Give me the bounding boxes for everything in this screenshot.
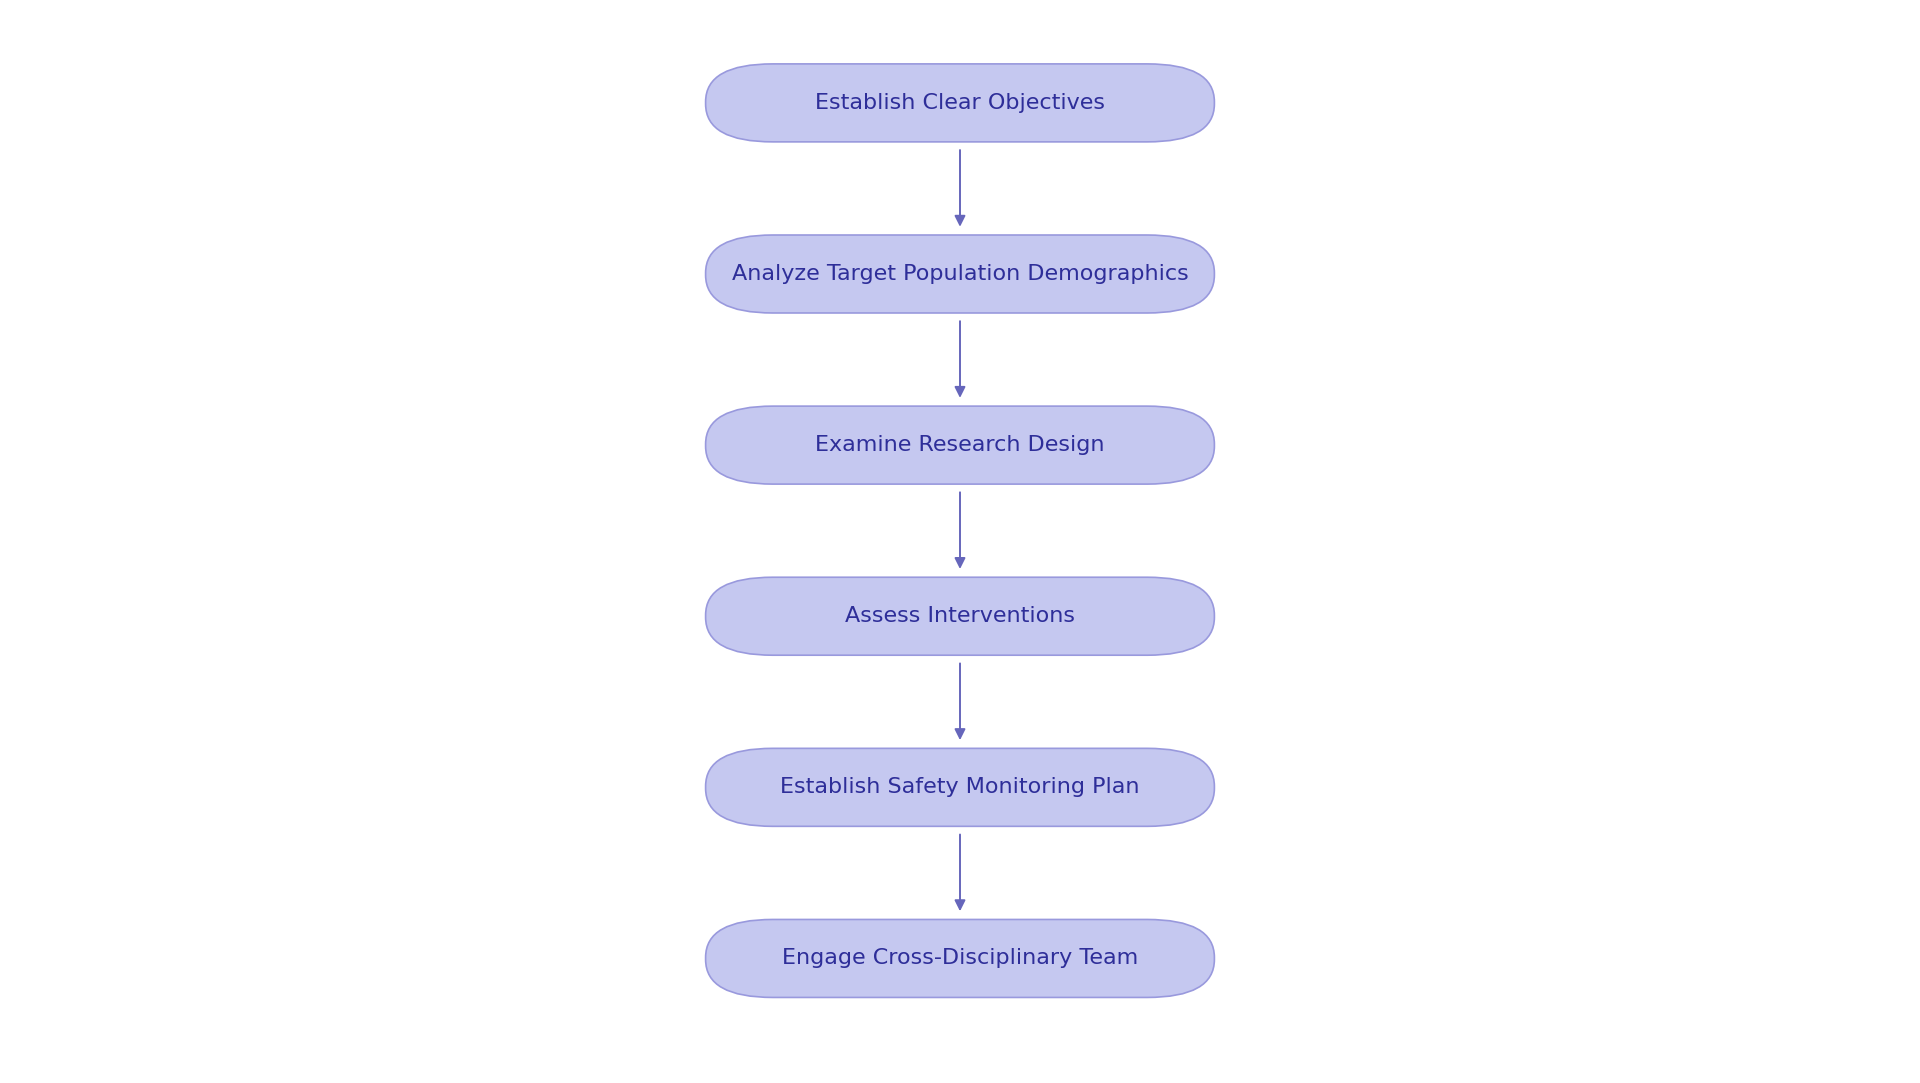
FancyBboxPatch shape [707,577,1215,655]
FancyBboxPatch shape [707,235,1215,313]
Text: Analyze Target Population Demographics: Analyze Target Population Demographics [732,264,1188,284]
Text: Engage Cross-Disciplinary Team: Engage Cross-Disciplinary Team [781,949,1139,968]
FancyBboxPatch shape [707,64,1215,142]
Text: Establish Safety Monitoring Plan: Establish Safety Monitoring Plan [780,778,1140,797]
Text: Examine Research Design: Examine Research Design [816,435,1104,455]
Text: Establish Clear Objectives: Establish Clear Objectives [814,93,1106,113]
FancyBboxPatch shape [707,406,1215,484]
FancyBboxPatch shape [707,919,1215,997]
Text: Assess Interventions: Assess Interventions [845,606,1075,626]
FancyBboxPatch shape [707,748,1215,826]
